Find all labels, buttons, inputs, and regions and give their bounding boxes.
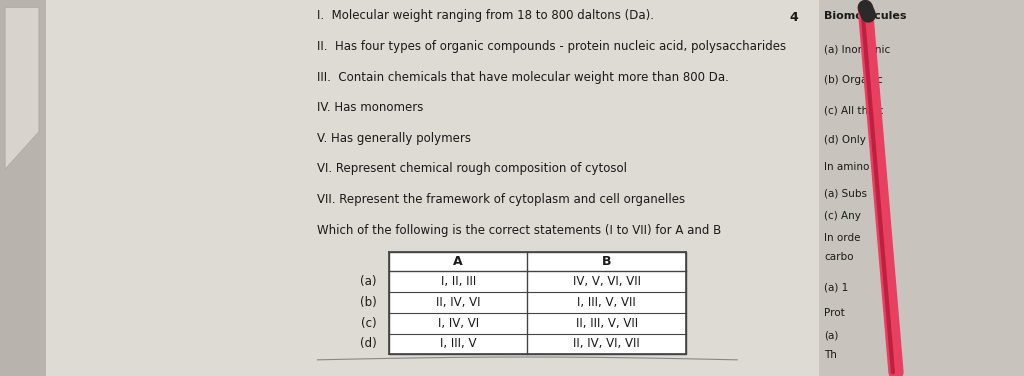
Text: I, II, III: I, II, III (440, 275, 476, 288)
Text: Which of the following is the correct statements (I to VII) for A and B: Which of the following is the correct st… (317, 224, 722, 237)
Text: A: A (454, 255, 463, 268)
Text: IV, V, VI, VII: IV, V, VI, VII (572, 275, 641, 288)
Text: I, IV, VI: I, IV, VI (437, 317, 479, 330)
Text: (a) Inorganic: (a) Inorganic (824, 45, 891, 55)
Text: (d): (d) (360, 337, 377, 350)
Polygon shape (5, 8, 39, 169)
Text: (a) 1: (a) 1 (824, 282, 849, 292)
Text: I, III, V: I, III, V (440, 337, 476, 350)
Bar (819, 0, 1024, 376)
Bar (389, 252, 686, 354)
Text: 4: 4 (790, 11, 798, 24)
Text: Biomolecules: Biomolecules (824, 11, 907, 21)
Text: VII. Represent the framework of cytoplasm and cell organelles: VII. Represent the framework of cytoplas… (317, 193, 685, 206)
Text: Prot: Prot (824, 308, 845, 318)
Bar (46, 0, 819, 376)
Text: In amino: In amino (824, 162, 869, 172)
Text: (d) Only D: (d) Only D (824, 135, 878, 146)
Text: (c): (c) (360, 317, 377, 330)
Text: II.  Has four types of organic compounds - protein nucleic acid, polysaccharides: II. Has four types of organic compounds … (317, 40, 786, 53)
Text: (b): (b) (360, 296, 377, 309)
Text: carbo: carbo (824, 252, 854, 262)
Text: II, III, V, VII: II, III, V, VII (575, 317, 638, 330)
Text: II, IV, VI, VII: II, IV, VI, VII (573, 337, 640, 350)
Text: (c) Any: (c) Any (824, 211, 861, 221)
Text: I.  Molecular weight ranging from 18 to 800 daltons (Da).: I. Molecular weight ranging from 18 to 8… (317, 9, 654, 23)
Text: (c) All the c: (c) All the c (824, 105, 884, 115)
Text: III.  Contain chemicals that have molecular weight more than 800 Da.: III. Contain chemicals that have molecul… (317, 71, 729, 84)
Text: In orde: In orde (824, 233, 861, 243)
Bar (0, 0, 46, 376)
Text: (a) Subs: (a) Subs (824, 188, 867, 198)
Text: (b) Organic: (b) Organic (824, 75, 883, 85)
Text: VI. Represent chemical rough composition of cytosol: VI. Represent chemical rough composition… (317, 162, 628, 176)
Text: B: B (602, 255, 611, 268)
Text: V. Has generally polymers: V. Has generally polymers (317, 132, 471, 145)
Text: (a): (a) (824, 331, 839, 341)
Text: IV. Has monomers: IV. Has monomers (317, 101, 424, 114)
Text: Th: Th (824, 350, 838, 360)
Text: I, III, V, VII: I, III, V, VII (578, 296, 636, 309)
Text: II, IV, VI: II, IV, VI (436, 296, 480, 309)
Text: (a): (a) (360, 275, 377, 288)
